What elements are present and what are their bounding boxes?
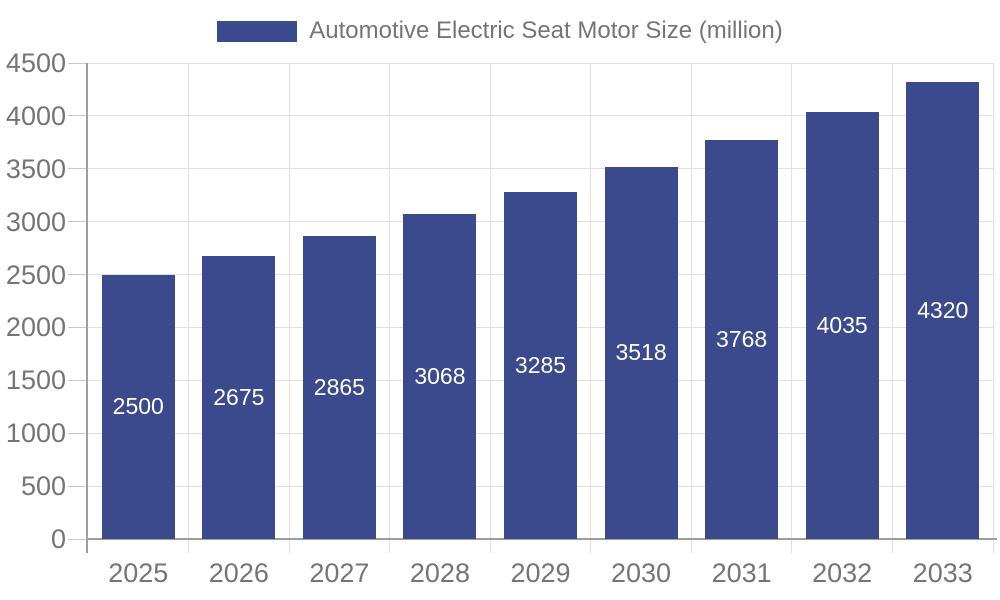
bar[interactable]: 3285 xyxy=(504,191,577,539)
bar-value-label: 3768 xyxy=(716,326,768,353)
y-axis-label: 1500 xyxy=(5,365,66,396)
bar[interactable]: 3068 xyxy=(403,214,477,539)
x-gridline xyxy=(791,63,793,553)
bar-value-label: 2865 xyxy=(313,373,365,400)
legend[interactable]: Automotive Electric Seat Motor Size (mil… xyxy=(0,16,1000,46)
x-gridline xyxy=(389,63,391,553)
legend-swatch-icon xyxy=(217,20,298,42)
y-gridline xyxy=(88,62,993,64)
bar-value-label: 2500 xyxy=(112,393,164,420)
x-gridline xyxy=(891,63,893,553)
x-gridline xyxy=(992,63,994,553)
y-axis-tick xyxy=(68,221,88,223)
y-axis-tick xyxy=(68,115,88,117)
bar-value-label: 3285 xyxy=(514,351,567,378)
y-axis-label: 2500 xyxy=(5,259,66,290)
x-axis-label: 2033 xyxy=(912,558,973,588)
y-axis-tick xyxy=(68,326,88,328)
y-axis-tick xyxy=(68,538,88,540)
x-gridline xyxy=(690,63,692,553)
y-axis-label: 1000 xyxy=(5,418,66,449)
y-axis-label: 3500 xyxy=(5,153,66,184)
y-axis-tick xyxy=(68,168,88,170)
x-axis-label: 2032 xyxy=(812,558,873,588)
y-axis-label: 4500 xyxy=(5,48,66,78)
bar-value-label: 2675 xyxy=(213,384,265,410)
bar-value-label: 3518 xyxy=(615,339,667,366)
x-axis-label: 2026 xyxy=(208,558,269,588)
x-axis-label: 2028 xyxy=(409,558,470,588)
bar[interactable]: 3768 xyxy=(705,140,779,539)
bar[interactable]: 4320 xyxy=(906,82,980,539)
y-axis-label: 2000 xyxy=(5,312,66,343)
bar-value-label: 4320 xyxy=(917,297,969,323)
y-axis-line xyxy=(86,63,88,553)
x-gridline xyxy=(288,63,290,553)
x-gridline xyxy=(590,63,592,553)
x-gridline xyxy=(489,63,491,553)
y-axis-label: 0 xyxy=(50,524,66,554)
y-axis-tick xyxy=(68,379,88,381)
bar-value-label: 4035 xyxy=(816,312,868,339)
bar-value-label: 3068 xyxy=(414,363,466,390)
y-axis-label: 500 xyxy=(20,471,66,502)
y-axis-label: 4000 xyxy=(5,100,66,131)
bar[interactable]: 2500 xyxy=(101,274,175,539)
bar[interactable]: 2675 xyxy=(202,256,276,539)
x-axis-line xyxy=(86,538,997,540)
x-axis-label: 2030 xyxy=(611,558,672,588)
x-gridline xyxy=(188,63,190,553)
y-axis-tick xyxy=(68,62,88,64)
legend-label: Automotive Electric Seat Motor Size (mil… xyxy=(309,17,783,44)
bar[interactable]: 2865 xyxy=(302,235,376,539)
bar[interactable]: 4035 xyxy=(805,112,879,539)
y-axis-label: 3000 xyxy=(5,206,66,237)
x-axis-label: 2025 xyxy=(108,558,169,588)
y-axis-tick xyxy=(68,432,88,434)
x-axis-label: 2029 xyxy=(510,558,571,588)
x-axis-label: 2027 xyxy=(309,558,370,588)
bar[interactable]: 3518 xyxy=(604,166,678,539)
y-axis-tick xyxy=(68,274,88,276)
y-axis-tick xyxy=(68,485,88,487)
x-axis-label: 2031 xyxy=(711,558,772,588)
